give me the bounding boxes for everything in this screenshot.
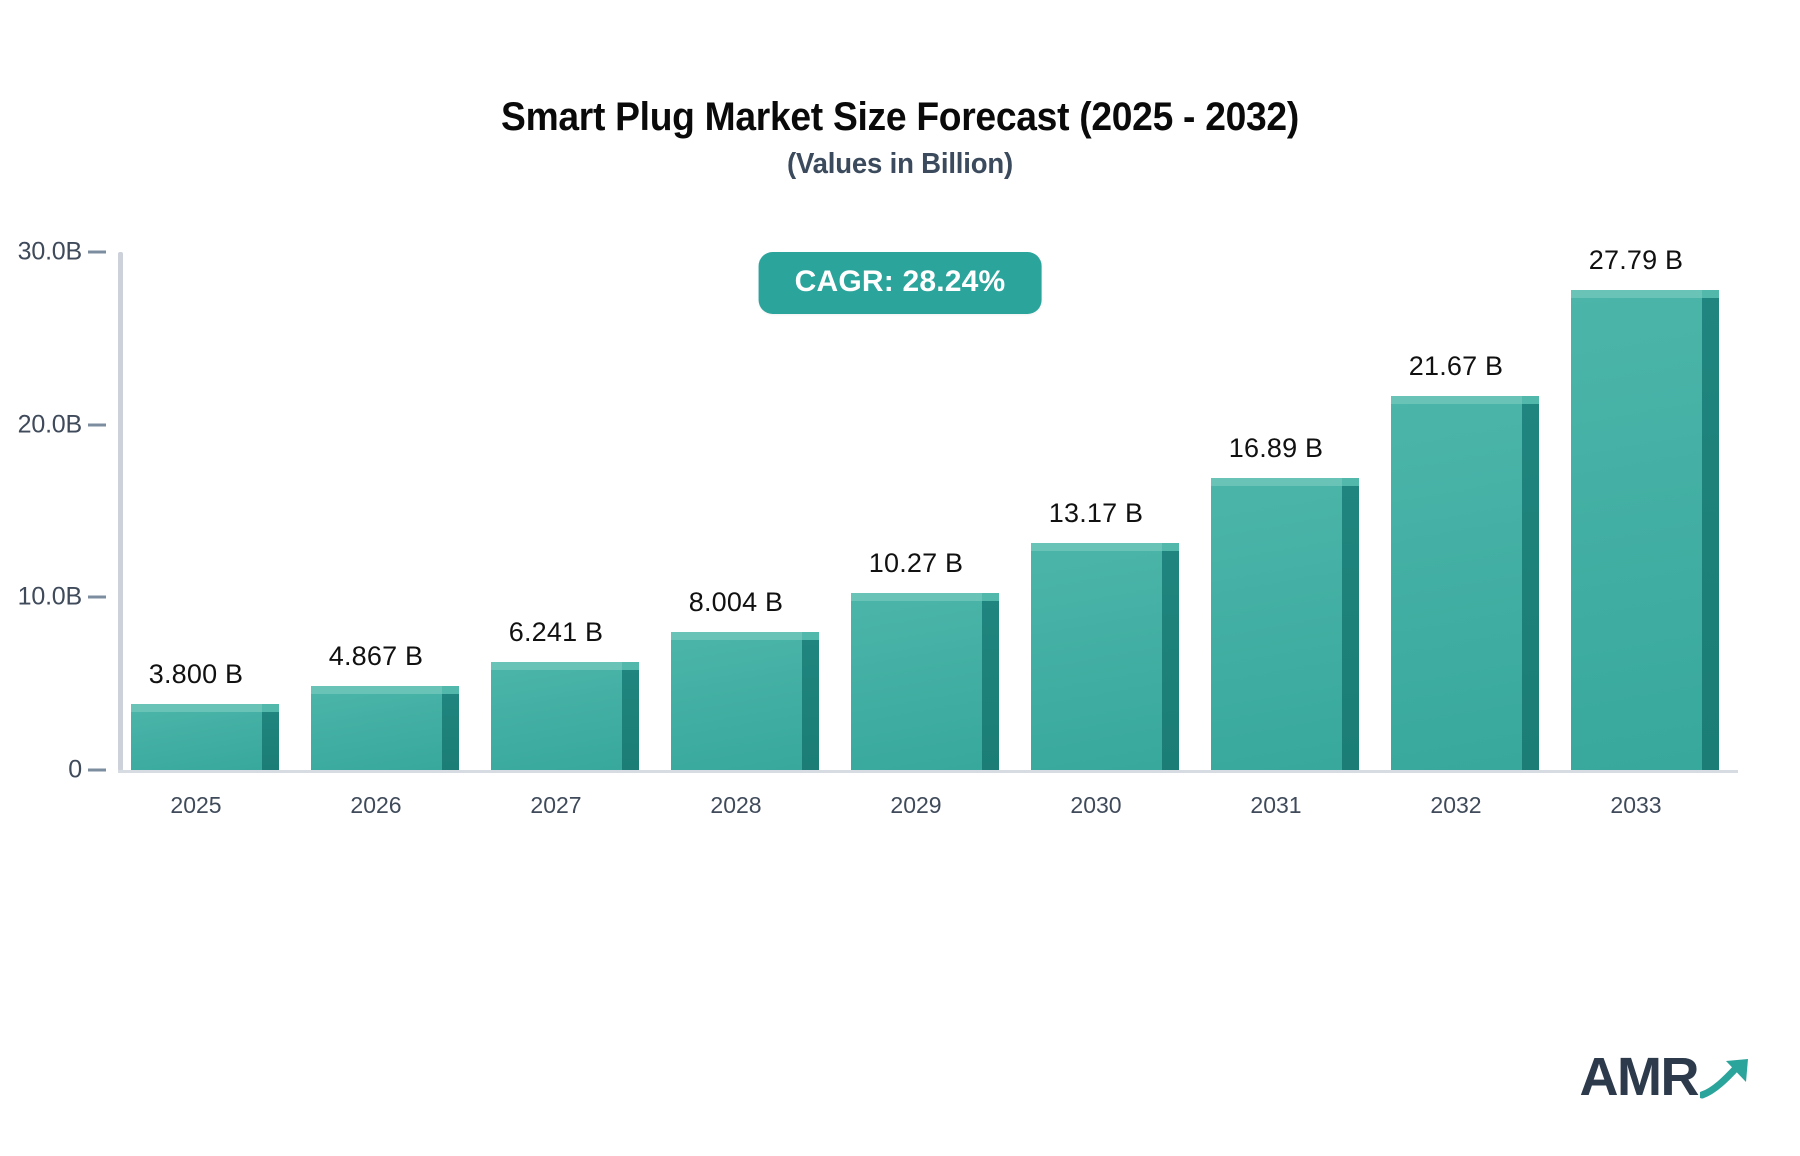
bar-side-face <box>441 693 459 770</box>
amr-logo: AMR <box>1580 1050 1754 1104</box>
bar-top-bevel <box>621 662 639 671</box>
bar-value-label: 13.17 B <box>1048 497 1144 528</box>
bar-side-face <box>1161 550 1179 770</box>
bar-value-label: 4.867 B <box>328 640 424 671</box>
x-axis-tick-label: 2028 <box>710 792 762 818</box>
bar-top-face <box>1030 542 1162 551</box>
x-axis-tick-label: 2031 <box>1250 792 1302 818</box>
bar-top-bevel <box>1521 395 1539 404</box>
amr-logo-text: AMR <box>1579 1047 1700 1107</box>
bar-front-face <box>490 662 622 770</box>
bar-top-face <box>850 592 982 601</box>
bar-top-face <box>1210 478 1342 487</box>
bar-top-bevel <box>441 685 459 694</box>
x-axis-tick-label: 2030 <box>1070 792 1122 818</box>
x-axis-tick-label: 2029 <box>890 792 942 818</box>
plot-area: 0 10.0B 20.0B 30.0B 3.800 B 2025 4.867 B 2026 6… <box>18 238 1738 818</box>
bar-top-face <box>670 631 802 640</box>
bar-column: 8.004 B 2028 <box>670 587 819 818</box>
x-axis-tick-label: 2032 <box>1430 792 1482 818</box>
bar-front-face <box>1570 290 1702 770</box>
y-axis-tick-mark <box>88 595 106 599</box>
bar-column: 4.867 B 2026 <box>310 641 459 818</box>
bar-column: 27.79 B 2033 <box>1570 245 1719 818</box>
bar-top-face <box>310 685 442 694</box>
chart-title: Smart Plug Market Size Forecast (2025 - … <box>501 95 1299 139</box>
bar-column: 16.89 B 2031 <box>1210 433 1359 818</box>
y-axis-line <box>118 252 123 771</box>
bar-top-face <box>1390 395 1522 404</box>
bar-front-face <box>1210 478 1342 770</box>
bar-column: 21.67 B 2032 <box>1390 351 1539 818</box>
bar-front-face <box>310 685 442 770</box>
bar-value-label: 27.79 B <box>1588 245 1684 276</box>
bar-top-bevel <box>1701 290 1719 299</box>
bar-front-face <box>1390 395 1522 770</box>
bar-value-label: 8.004 B <box>688 586 784 617</box>
x-axis-line <box>118 770 1738 773</box>
bar-top-face <box>1570 290 1702 299</box>
bar-column: 13.17 B 2030 <box>1030 498 1179 818</box>
bar-front-face <box>1030 542 1162 770</box>
bar-value-label: 3.800 B <box>148 659 244 690</box>
bar-value-label: 10.27 B <box>868 547 964 578</box>
bar-value-label: 21.67 B <box>1408 350 1504 381</box>
bar-top-bevel <box>1161 542 1179 551</box>
x-axis-tick-label: 2027 <box>530 792 582 818</box>
cagr-badge: CAGR: 28.24% <box>758 252 1042 314</box>
bar-side-face <box>1701 298 1719 770</box>
bar-top-bevel <box>1341 478 1359 487</box>
bar-front-face <box>130 704 262 770</box>
y-axis-tick-mark <box>88 423 106 427</box>
arrow-up-right-icon <box>1698 1057 1754 1104</box>
chart-subtitle: (Values in Billion) <box>786 148 1014 180</box>
y-axis-tick-label: 30.0B <box>17 237 83 266</box>
bar-side-face <box>801 639 819 770</box>
bar-side-face <box>621 670 639 770</box>
bar-top-face <box>130 704 262 713</box>
y-axis-tick-mark <box>88 250 106 254</box>
bar-side-face <box>1521 403 1539 770</box>
bar-front-face <box>850 592 982 770</box>
bar-column: 6.241 B 2027 <box>490 617 639 818</box>
x-axis-tick-label: 2033 <box>1610 792 1662 818</box>
bar-top-bevel <box>801 631 819 640</box>
y-axis-tick-mark <box>88 768 106 772</box>
bar-side-face <box>981 600 999 770</box>
bar-value-label: 16.89 B <box>1228 433 1324 464</box>
bar-side-face <box>1341 486 1359 770</box>
x-axis-tick-label: 2026 <box>350 792 402 818</box>
bar-top-bevel <box>981 592 999 601</box>
bar-column: 3.800 B 2025 <box>130 659 279 818</box>
y-axis-tick-label: 10.0B <box>17 582 83 611</box>
x-axis-tick-label: 2025 <box>170 792 222 818</box>
bar-side-face <box>261 712 279 770</box>
bar-top-face <box>490 662 622 671</box>
bar-front-face <box>670 631 802 770</box>
bar-value-label: 6.241 B <box>508 617 604 648</box>
bar-column: 10.27 B 2029 <box>850 548 999 818</box>
y-axis-tick-label: 20.0B <box>17 410 83 439</box>
bar-top-bevel <box>261 704 279 713</box>
y-axis-tick-label: 0 <box>68 755 82 784</box>
